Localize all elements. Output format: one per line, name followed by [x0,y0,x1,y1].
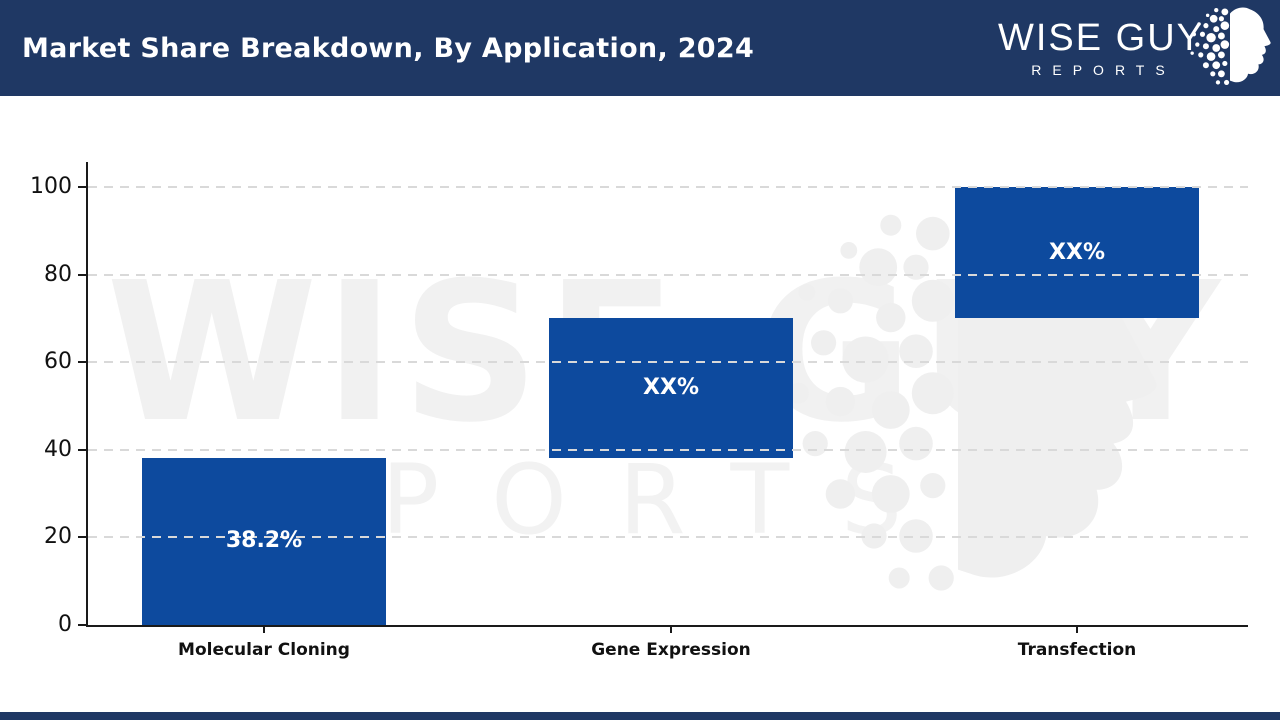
y-tick-label-40: 40 [44,436,72,462]
header-bar: Market Share Breakdown, By Application, … [0,0,1280,96]
y-tick-label-60: 60 [44,349,72,375]
y-tick-label-0: 0 [58,612,72,637]
footer-bar [0,712,1280,720]
gridline-60 [88,361,1248,364]
y-tick-label-100: 100 [30,174,72,199]
page-title: Market Share Breakdown, By Application, … [22,32,755,64]
bar-molecular-cloning [142,457,386,625]
bar-value-label-gene-expression: XX% [643,375,699,401]
gridline-100 [88,186,1248,188]
x-axis-tick [263,625,265,633]
gridline-40 [88,448,1248,451]
y-axis-tick [78,624,88,626]
y-axis-tick [78,448,88,451]
bar-transfection [955,187,1199,319]
bar-value-label-molecular-cloning: 38.2% [225,528,303,554]
x-axis-tick [670,625,672,633]
bar-value-label-transfection: XX% [1049,239,1105,265]
y-tick-label-20: 20 [44,524,72,550]
x-tick-label-gene-expression: Gene Expression [591,640,751,660]
wiseguy-face-icon [1190,7,1271,85]
wiseguy-logo: WISE GUY REPORTS [998,5,1274,91]
x-tick-label-transfection: Transfection [1017,640,1137,660]
y-axis-tick [78,361,88,364]
y-tick-label-80: 80 [44,261,72,287]
logo-wordmark-line2: REPORTS [1031,61,1176,78]
y-axis-line [86,162,88,627]
gridline-20 [88,536,1248,539]
bar-gene-expression [549,318,793,458]
logo-wordmark: WISE GUY REPORTS [998,19,1204,78]
x-axis-tick [1076,625,1078,633]
y-axis-tick [78,536,88,539]
y-axis-tick [78,273,88,276]
x-axis-line [86,625,1248,627]
gridline-80 [88,273,1248,276]
y-axis-tick [78,186,88,188]
x-tick-label-molecular-cloning: Molecular Cloning [178,640,350,660]
logo-wordmark-line1: WISE GUY [997,16,1204,59]
